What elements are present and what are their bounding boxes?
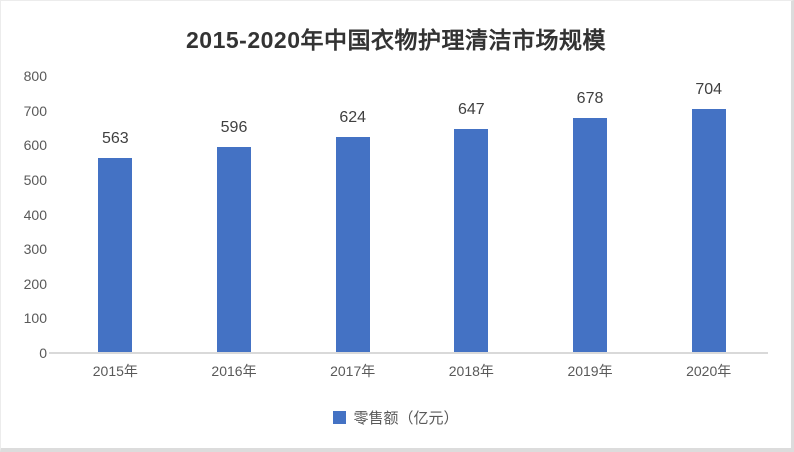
bar-value-label: 624 xyxy=(339,108,367,126)
x-axis: 2015年 2016年 2017年 2018年 2019年 2020年 xyxy=(56,361,768,381)
y-tick-label: 0 xyxy=(39,345,47,361)
legend-label: 零售额（亿元） xyxy=(353,410,459,427)
bar-2016年 xyxy=(217,146,251,353)
x-axis-label: 2018年 xyxy=(448,363,494,379)
legend-swatch-retail xyxy=(333,411,347,424)
y-tick-label: 800 xyxy=(23,68,47,84)
bar-2015年 xyxy=(98,158,133,353)
y-tick-label: 500 xyxy=(23,171,47,188)
bar-value-label: 647 xyxy=(457,100,485,118)
x-axis-label: 2015年 xyxy=(92,363,138,379)
bar-slot-2019年: 678 xyxy=(531,76,650,353)
y-tick-label: 400 xyxy=(23,206,47,223)
bar-slot-2017年: 624 xyxy=(293,76,412,353)
chart-title: 2015-2020年中国衣物护理清洁市场规模 xyxy=(186,27,606,53)
bar-slot-2015年: 563 xyxy=(56,76,175,353)
x-axis-label: 2016年 xyxy=(211,363,257,379)
x-axis-label: 2017年 xyxy=(330,363,376,379)
legend: 零售额（亿元） xyxy=(1,407,791,428)
bar-slot-2018年: 647 xyxy=(412,76,531,353)
bar-slot-2020年: 704 xyxy=(649,76,768,353)
x-axis-label: 2020年 xyxy=(686,363,732,379)
y-tick-label: 100 xyxy=(23,310,47,327)
bar-value-label: 678 xyxy=(576,90,604,108)
bar-series: 563 596 624 647 678 704 xyxy=(56,76,768,353)
y-tick-label: 700 xyxy=(23,102,47,119)
y-tick-label: 300 xyxy=(23,241,47,258)
y-tick-label: 200 xyxy=(23,275,47,292)
bar-2018年 xyxy=(454,128,489,353)
bar-2017年 xyxy=(335,136,370,353)
bar-slot-2016年: 596 xyxy=(175,76,294,353)
x-axis-line xyxy=(49,352,768,354)
bar-value-label: 596 xyxy=(220,118,248,136)
bar-2019年 xyxy=(573,118,608,353)
y-axis: 0 100 200 300 400 500 600 700 800 xyxy=(1,68,47,361)
bar-value-label: 563 xyxy=(101,130,129,148)
bar-value-label: 704 xyxy=(695,81,723,99)
bar-2020年 xyxy=(691,109,726,353)
x-axis-label: 2019年 xyxy=(567,363,613,379)
plot-area: 563 596 624 647 678 704 xyxy=(49,76,768,354)
y-tick-label: 600 xyxy=(23,137,47,154)
